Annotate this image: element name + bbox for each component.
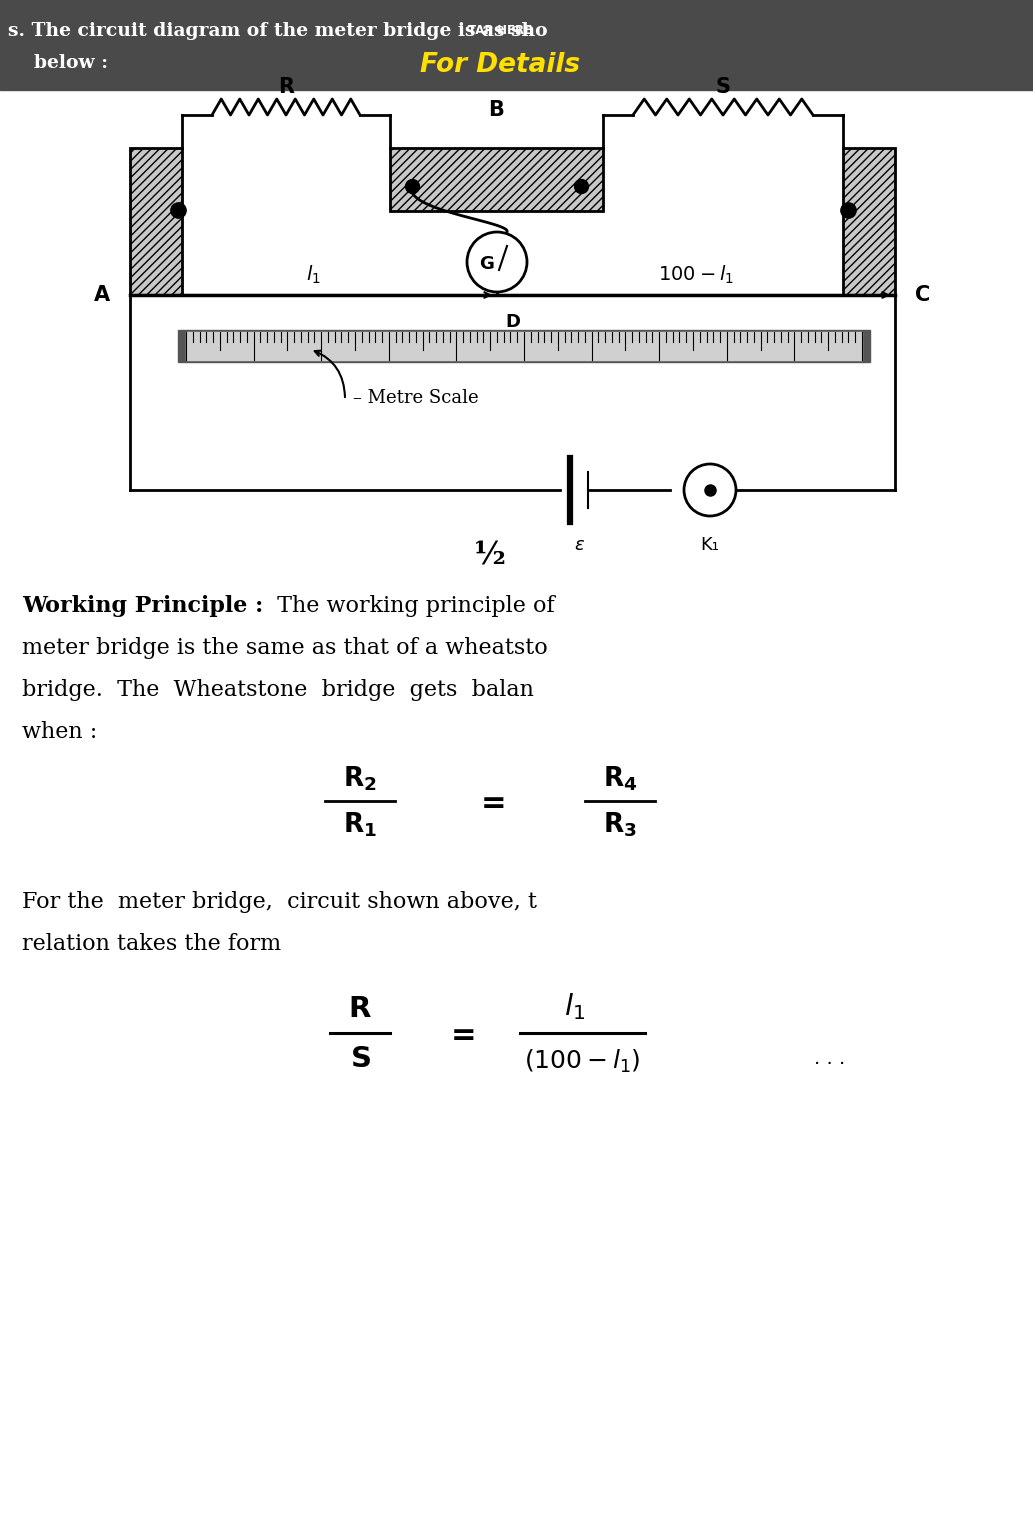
Text: $\mathbf{R_2}$: $\mathbf{R_2}$: [343, 764, 377, 794]
Text: s. The circuit diagram of the meter bridge is as sho: s. The circuit diagram of the meter brid…: [8, 22, 547, 40]
Bar: [843, 148, 895, 295]
Bar: [843, 148, 895, 295]
Text: $\mathbf{R_1}$: $\mathbf{R_1}$: [343, 811, 377, 840]
Text: For Details: For Details: [420, 52, 581, 78]
Bar: [130, 148, 182, 295]
Bar: [390, 148, 603, 211]
Text: meter bridge is the same as that of a wheatsto: meter bridge is the same as that of a wh…: [22, 637, 547, 658]
Text: D: D: [505, 314, 520, 331]
Text: G: G: [479, 255, 495, 274]
Text: – Metre Scale: – Metre Scale: [353, 389, 478, 408]
Text: C: C: [915, 285, 931, 305]
Text: $\mathbf{R_3}$: $\mathbf{R_3}$: [603, 811, 637, 840]
Bar: [843, 148, 895, 295]
Text: when :: when :: [22, 721, 97, 743]
Bar: [186, 332, 862, 360]
Text: S: S: [716, 77, 730, 97]
Text: The working principle of: The working principle of: [270, 595, 555, 617]
Text: K₁: K₁: [700, 537, 720, 554]
Text: $l_1$: $l_1$: [564, 992, 586, 1023]
Text: For the  meter bridge,  circuit shown above, t: For the meter bridge, circuit shown abov…: [22, 891, 537, 914]
Bar: [0, 0, 1033, 91]
Text: $\mathbf{=}$: $\mathbf{=}$: [475, 786, 505, 817]
Text: ε: ε: [574, 537, 584, 554]
Text: R: R: [278, 77, 294, 97]
Text: ½: ½: [474, 540, 506, 572]
Text: bridge.  The  Wheatstone  bridge  gets  balan: bridge. The Wheatstone bridge gets balan: [22, 678, 534, 701]
Text: $\mathbf{R_4}$: $\mathbf{R_4}$: [602, 764, 637, 794]
Bar: [390, 148, 603, 211]
Text: Working Principle :: Working Principle :: [22, 595, 263, 617]
Text: . . .: . . .: [814, 1049, 846, 1069]
Text: $100-l_1$: $100-l_1$: [658, 265, 734, 286]
Bar: [130, 148, 182, 295]
Bar: [390, 148, 603, 211]
Bar: [130, 148, 182, 295]
Text: $\mathbf{S}$: $\mathbf{S}$: [349, 1044, 371, 1074]
Text: $(100-l_1)$: $(100-l_1)$: [524, 1047, 640, 1075]
Text: $\mathbf{=}$: $\mathbf{=}$: [445, 1018, 475, 1049]
Circle shape: [467, 232, 527, 292]
Text: B: B: [489, 100, 504, 120]
Text: A: A: [94, 285, 111, 305]
Text: relation takes the form: relation takes the form: [22, 934, 281, 955]
Bar: [178, 331, 870, 361]
Text: TAP HERE: TAP HERE: [468, 23, 532, 37]
Circle shape: [684, 464, 735, 517]
Text: $l_1$: $l_1$: [306, 265, 321, 286]
Text: below :: below :: [8, 54, 108, 72]
Text: $\mathbf{R}$: $\mathbf{R}$: [348, 995, 372, 1023]
